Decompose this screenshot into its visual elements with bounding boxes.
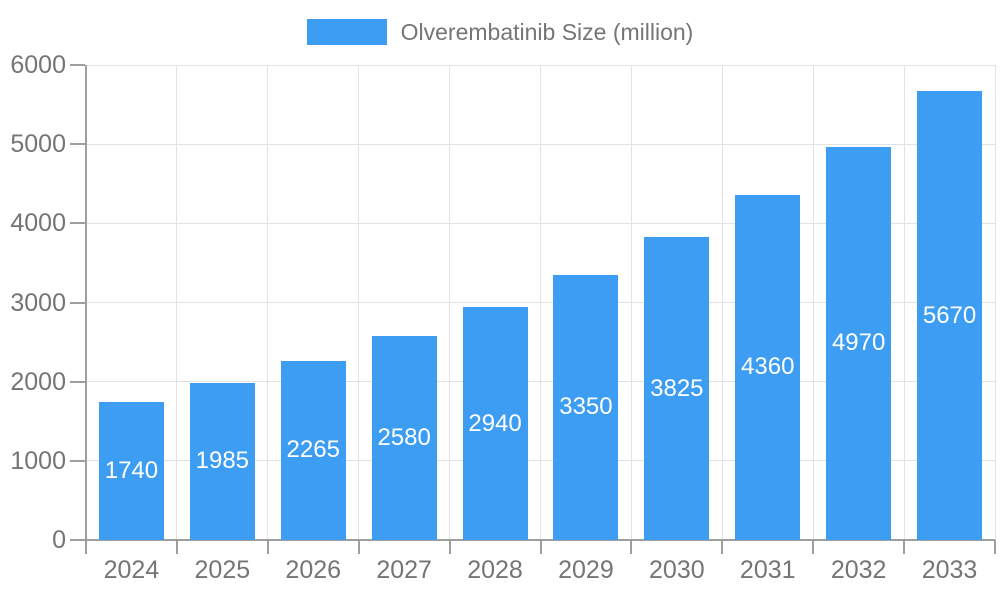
y-tick-label-1000: 1000 — [10, 446, 66, 475]
x-tick-10 — [994, 540, 996, 554]
y-tick-1000 — [70, 459, 85, 462]
legend-swatch[interactable] — [306, 19, 387, 45]
y-tick-label-2000: 2000 — [10, 367, 66, 396]
y-tick-5000 — [70, 143, 85, 146]
bar-value-label-2029: 3350 — [559, 393, 613, 421]
x-tick-0 — [85, 540, 87, 554]
bar-value-label-2025: 1985 — [195, 447, 250, 475]
bar-2033[interactable]: 5670 — [917, 91, 983, 540]
bar-2032[interactable]: 4970 — [826, 146, 892, 540]
x-tick-label-2030: 2030 — [649, 556, 705, 584]
bar-2026[interactable]: 2265 — [280, 360, 346, 540]
gridline-v-6 — [630, 65, 632, 540]
gridline-v-9 — [903, 65, 905, 540]
x-tick-6 — [630, 540, 633, 554]
bar-value-label-2032: 4970 — [831, 329, 886, 357]
gridline-v-2 — [267, 65, 269, 540]
y-tick-label-3000: 3000 — [10, 288, 66, 317]
x-tick-label-2028: 2028 — [467, 556, 523, 584]
bar-2025[interactable]: 1985 — [189, 382, 255, 540]
x-tick-label-2027: 2027 — [376, 556, 432, 584]
y-tick-3000 — [70, 301, 85, 304]
x-tick-label-2026: 2026 — [285, 556, 342, 584]
bar-value-label-2030: 3825 — [650, 374, 704, 402]
legend[interactable]: Olverembatinib Size (million) — [0, 18, 1000, 46]
y-tick-0 — [70, 539, 85, 541]
gridline-v-4 — [449, 65, 451, 540]
bar-2029[interactable]: 3350 — [553, 274, 619, 540]
x-tick-label-2033: 2033 — [921, 556, 978, 584]
y-tick-label-0: 0 — [52, 526, 66, 554]
x-axis-line — [84, 539, 995, 541]
x-tick-label-2031: 2031 — [739, 556, 796, 584]
bar-2031[interactable]: 4360 — [735, 194, 801, 540]
x-tick-1 — [175, 540, 178, 554]
bar-2027[interactable]: 2580 — [371, 335, 437, 540]
bar-value-label-2024: 1740 — [104, 457, 159, 485]
y-tick-label-4000: 4000 — [10, 209, 66, 238]
bar-value-label-2027: 2580 — [377, 423, 431, 451]
legend-label[interactable]: Olverembatinib Size (million) — [400, 18, 694, 45]
gridline-v-3 — [358, 65, 360, 540]
y-axis-line — [85, 65, 87, 540]
x-tick-label-2032: 2032 — [830, 556, 887, 584]
gridline-v-7 — [721, 65, 723, 540]
bar-2024[interactable]: 1740 — [98, 402, 164, 540]
x-tick-label-2025: 2025 — [194, 556, 251, 584]
gridline-v-8 — [812, 65, 814, 540]
bar-value-label-2028: 2940 — [468, 409, 522, 437]
x-tick-7 — [721, 540, 724, 554]
plot-area: 0 1000 2000 3000 4000 5000 6000 1740 2024 1985 202… — [10, 51, 996, 584]
x-tick-8 — [812, 540, 815, 554]
bar-2030[interactable]: 3825 — [644, 237, 710, 540]
x-tick-3 — [357, 540, 360, 554]
x-tick-label-2024: 2024 — [103, 556, 160, 584]
y-tick-6000 — [70, 64, 85, 66]
y-tick-4000 — [70, 222, 85, 225]
y-tick-label-6000: 6000 — [10, 51, 66, 79]
gridline-v-5 — [540, 65, 541, 540]
y-tick-2000 — [70, 380, 85, 383]
bar-value-label-2031: 4360 — [741, 353, 795, 381]
gridline-v-1 — [176, 65, 178, 540]
x-tick-label-2029: 2029 — [558, 556, 614, 584]
bar-value-label-2033: 5670 — [922, 301, 977, 329]
x-tick-2 — [266, 540, 269, 554]
gridline-v-10 — [994, 65, 996, 540]
y-tick-label-5000: 5000 — [10, 130, 66, 159]
bar-value-label-2026: 2265 — [286, 436, 340, 464]
x-tick-9 — [903, 540, 906, 554]
x-tick-5 — [539, 540, 542, 554]
bar-2028[interactable]: 2940 — [462, 307, 528, 540]
x-tick-4 — [448, 540, 451, 554]
